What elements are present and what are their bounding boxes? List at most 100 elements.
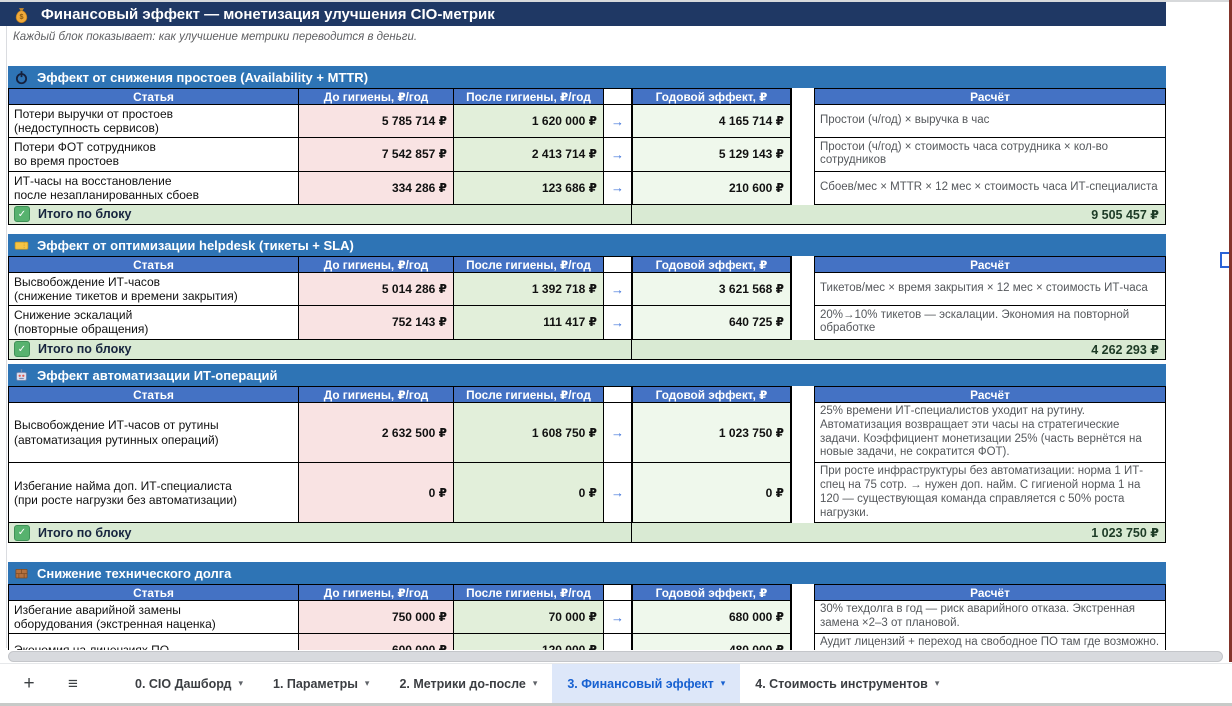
cell-after[interactable]: 0 ₽: [453, 463, 603, 524]
cell-article[interactable]: Снижение эскалаций (повторные обращения): [8, 306, 298, 340]
cell-article[interactable]: Избегание найма доп. ИТ-специалиста (при…: [8, 463, 298, 524]
page-subtitle: Каждый блок показывает: как улучшение ме…: [13, 31, 418, 43]
table-row: Снижение эскалаций (повторные обращения)…: [8, 306, 1166, 340]
table-row: Избегание найма доп. ИТ-специалиста (при…: [8, 463, 1166, 524]
cell-article[interactable]: Высвобождение ИТ-часов (снижение тикетов…: [8, 273, 298, 307]
cell-before[interactable]: 7 542 857 ₽: [298, 138, 453, 172]
column-header-row: Статья До гигиены, ₽/год После гигиены, ₽/…: [8, 386, 1166, 403]
block-title-label: Эффект от оптимизации helpdesk (тикеты +…: [37, 237, 354, 253]
block-total-label-cell[interactable]: ✓ Итого по блоку: [8, 339, 631, 360]
column-header-after: После гигиены, ₽/год: [453, 386, 603, 403]
cell-calc[interactable]: Простои (ч/год) × стоимость часа сотрудн…: [814, 138, 1166, 172]
cell-effect[interactable]: 1 023 750 ₽: [631, 403, 792, 464]
block-total-value[interactable]: 9 505 457 ₽: [631, 204, 1166, 225]
metric-block: Эффект автоматизации ИТ-операций Статья До…: [8, 364, 1166, 544]
top-edge-strip: [0, 0, 1232, 2]
cell-before[interactable]: 5 014 286 ₽: [298, 273, 453, 307]
cell-before[interactable]: 334 286 ₽: [298, 171, 453, 205]
chevron-down-icon: ▾: [934, 678, 940, 688]
cell-effect[interactable]: 680 000 ₽: [631, 601, 792, 635]
block-total-value[interactable]: 1 023 750 ₽: [631, 523, 1166, 544]
bottom-edge-strip: [0, 703, 1232, 706]
sheet-tab-active[interactable]: 3. Финансовый эффект ▾: [552, 663, 741, 704]
block-total-label-cell[interactable]: ✓ Итого по блоку: [8, 523, 631, 544]
cell-before[interactable]: 750 000 ₽: [298, 601, 453, 635]
add-sheet-button[interactable]: +: [23, 672, 35, 694]
cell-gap: [792, 172, 814, 205]
cell-article[interactable]: Избегание аварийной замены оборудования …: [8, 601, 298, 635]
sheet-blocks-area: Эффект от снижения простоев (Availabilit…: [8, 66, 1166, 650]
cell-calc[interactable]: Тикетов/мес × время закрытия × 12 мес × …: [814, 273, 1166, 307]
sheet-tab[interactable]: 4. Стоимость инструментов ▾: [740, 664, 954, 704]
column-header-before: До гигиены, ₽/год: [298, 584, 453, 601]
cell-effect[interactable]: 0 ₽: [631, 463, 792, 524]
cell-arrow: →: [603, 171, 631, 205]
cell-after[interactable]: 123 686 ₽: [453, 171, 603, 205]
cell-article[interactable]: Высвобождение ИТ-часов от рутины (автома…: [8, 403, 298, 464]
cell-before[interactable]: 0 ₽: [298, 463, 453, 524]
check-icon: ✓: [14, 341, 30, 358]
column-header-arrow: [603, 584, 631, 601]
cell-calc[interactable]: Сбоев/мес × MTTR × 12 мес × стоимость ча…: [814, 171, 1166, 205]
window-right-edge: [1229, 0, 1232, 662]
block-title-label: Снижение технического долга: [37, 565, 232, 581]
cell-article[interactable]: Потери выручки от простоев (недоступност…: [8, 105, 298, 139]
check-icon: ✓: [14, 206, 30, 223]
cell-calc[interactable]: При росте инфраструктуры без автоматизац…: [814, 463, 1166, 524]
cell-after[interactable]: 1 608 750 ₽: [453, 403, 603, 464]
block-total-label: Итого по блоку: [38, 207, 132, 222]
cell-article[interactable]: Экономия на лицензиях ПО: [8, 634, 298, 650]
cell-after[interactable]: 70 000 ₽: [453, 601, 603, 635]
cell-after[interactable]: 1 620 000 ₽: [453, 105, 603, 139]
cell-after[interactable]: 111 417 ₽: [453, 306, 603, 340]
column-header-calc: Расчёт: [814, 256, 1166, 273]
block-title-bar: Эффект от снижения простоев (Availabilit…: [8, 66, 1166, 88]
cell-before[interactable]: 600 000 ₽: [298, 634, 453, 650]
cell-after[interactable]: 120 000 ₽: [453, 634, 603, 650]
sheet-tab-label: 1. Параметры: [273, 676, 358, 691]
cell-before[interactable]: 5 785 714 ₽: [298, 105, 453, 139]
cell-effect[interactable]: 210 600 ₽: [631, 171, 792, 205]
money-bag-icon: $: [13, 6, 30, 23]
cell-calc[interactable]: Простои (ч/год) × выручка в час: [814, 105, 1166, 139]
brick-icon: [14, 566, 29, 581]
sheet-tab[interactable]: 1. Параметры ▾: [258, 664, 384, 704]
cell-calc[interactable]: 20%→10% тикетов — эскалации. Экономия на…: [814, 306, 1166, 340]
column-header-calc: Расчёт: [814, 88, 1166, 105]
block-total-row: ✓ Итого по блоку 4 262 293 ₽: [8, 339, 1166, 360]
column-header-effect: Годовой эффект, ₽: [631, 256, 792, 273]
all-sheets-menu-button[interactable]: ≡: [68, 673, 78, 693]
block-title-label: Эффект автоматизации ИТ-операций: [37, 367, 278, 383]
sheet-tab[interactable]: 2. Метрики до-после ▾: [384, 664, 552, 704]
cell-calc[interactable]: 25% времени ИТ-специалистов уходит на ру…: [814, 403, 1166, 464]
cell-before[interactable]: 2 632 500 ₽: [298, 403, 453, 464]
cell-after[interactable]: 2 413 714 ₽: [453, 138, 603, 172]
cell-arrow: →: [603, 601, 631, 635]
sheet-tab[interactable]: 0. CIO Дашборд ▾: [120, 664, 258, 704]
cell-article[interactable]: ИТ-часы на восстановление после незаплан…: [8, 171, 298, 205]
block-total-label-cell[interactable]: ✓ Итого по блоку: [8, 204, 631, 225]
cell-effect[interactable]: 3 621 568 ₽: [631, 273, 792, 307]
column-header-row: Статья До гигиены, ₽/год После гигиены, ₽/…: [8, 88, 1166, 105]
cell-gap: [792, 634, 814, 650]
block-total-value[interactable]: 4 262 293 ₽: [631, 339, 1166, 360]
column-header-article: Статья: [8, 88, 298, 105]
column-header-before: До гигиены, ₽/год: [298, 88, 453, 105]
sheet-tab-label: 0. CIO Дашборд: [135, 676, 232, 691]
cell-before[interactable]: 752 143 ₽: [298, 306, 453, 340]
chevron-down-icon: ▾: [532, 678, 538, 688]
cell-effect[interactable]: 480 000 ₽: [631, 634, 792, 650]
column-header-arrow: [603, 88, 631, 105]
cell-effect[interactable]: 5 129 143 ₽: [631, 138, 792, 172]
metric-block: Эффект от оптимизации helpdesk (тикеты +…: [8, 234, 1166, 360]
cell-calc[interactable]: Аудит лицензий + переход на свободное ПО…: [814, 634, 1166, 650]
cell-article[interactable]: Потери ФОТ сотрудников во время простоев: [8, 138, 298, 172]
cell-effect[interactable]: 640 725 ₽: [631, 306, 792, 340]
column-header-article: Статья: [8, 584, 298, 601]
cell-after[interactable]: 1 392 718 ₽: [453, 273, 603, 307]
horizontal-scrollbar[interactable]: [8, 651, 1223, 662]
table-row: Высвобождение ИТ-часов (снижение тикетов…: [8, 273, 1166, 307]
cell-calc[interactable]: 30% техдолга в год — риск аварийного отк…: [814, 601, 1166, 635]
table-row: Высвобождение ИТ-часов от рутины (автома…: [8, 403, 1166, 464]
cell-effect[interactable]: 4 165 714 ₽: [631, 105, 792, 139]
